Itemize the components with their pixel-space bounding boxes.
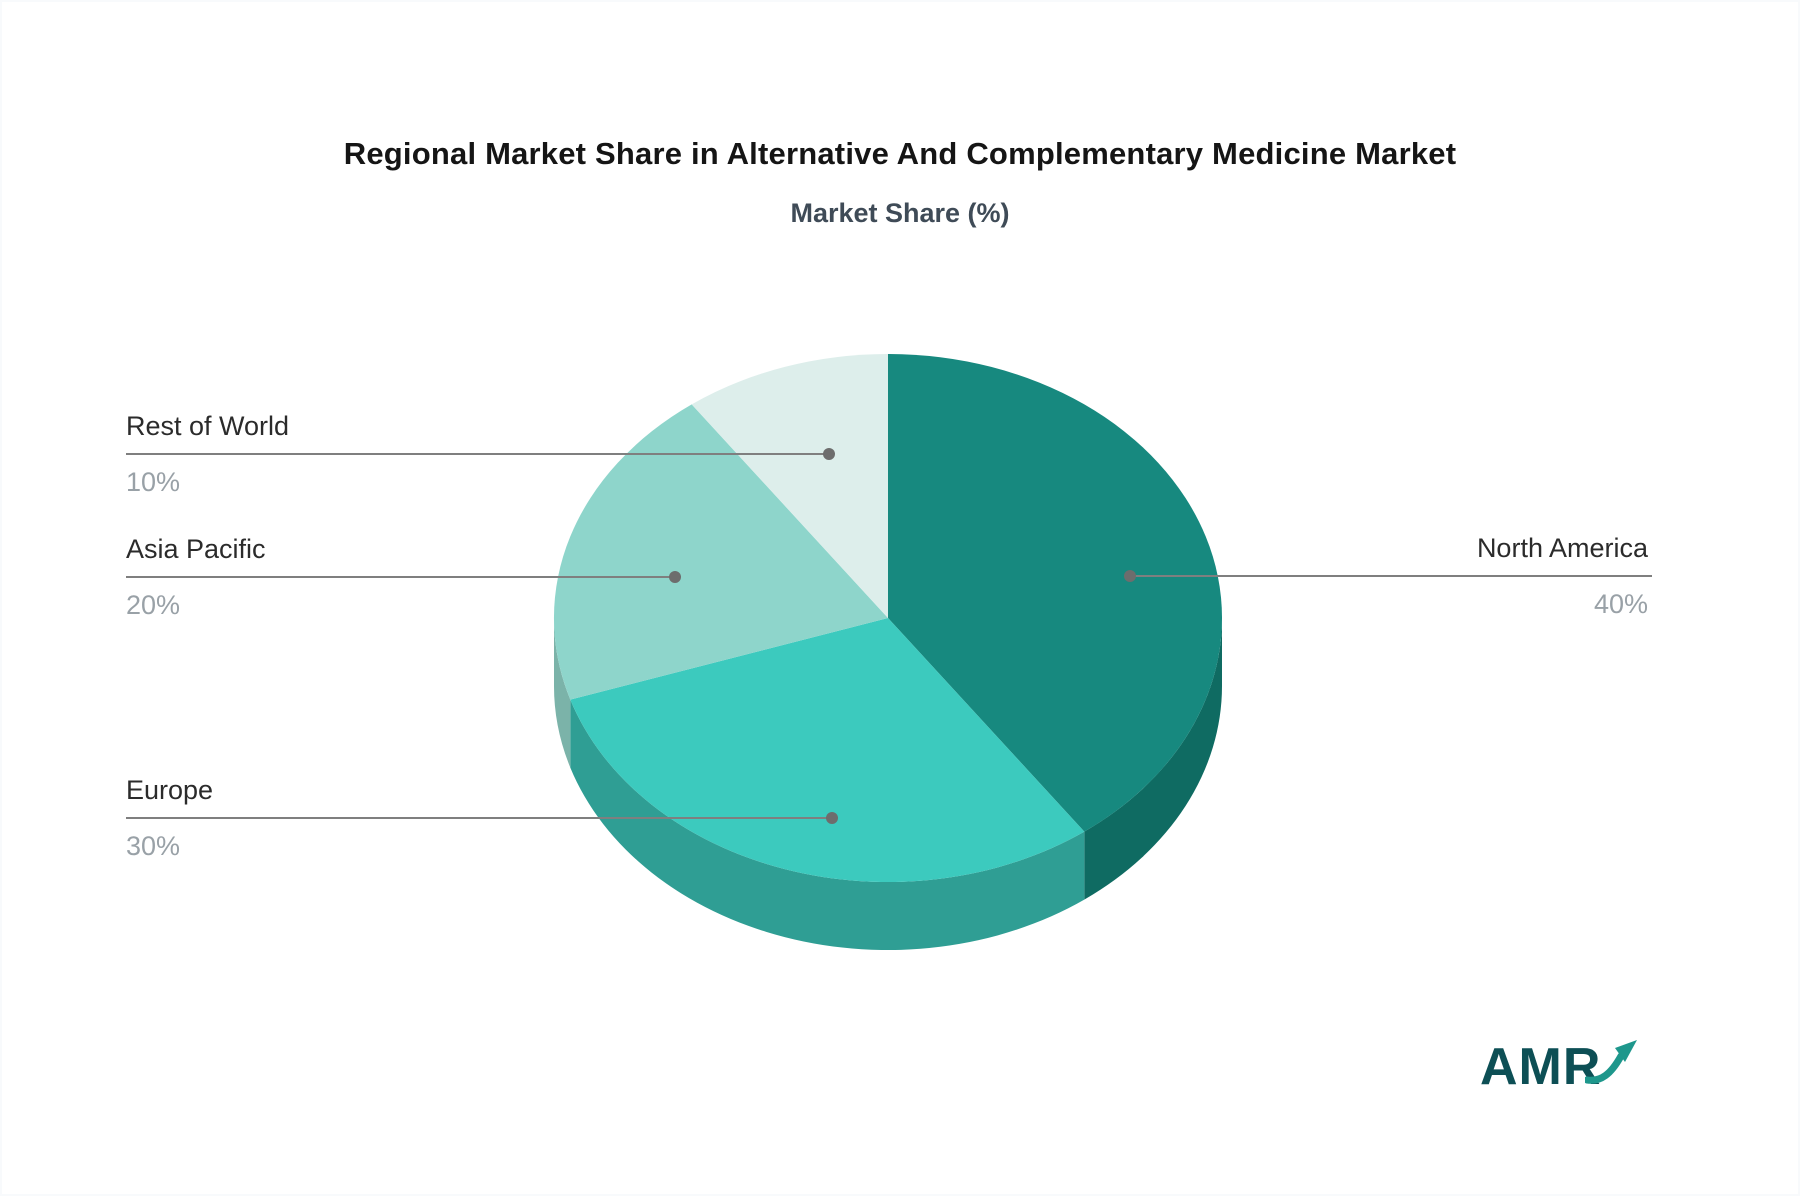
slice-label-europe: Europe [126, 775, 214, 805]
brand-logo: AMR [1480, 1032, 1670, 1102]
slice-value-rest-of-world: 10% [126, 467, 181, 497]
chart-title: Regional Market Share in Alternative And… [343, 136, 1457, 171]
leader-dot-europe [826, 812, 838, 824]
slice-value-north-america: 40% [1593, 589, 1648, 619]
brand-logo-text: AMR [1480, 1038, 1602, 1096]
pie-slice-rest-of-world[interactable] [691, 354, 888, 618]
leader-dot-rest-of-world [823, 448, 835, 460]
pie-slice-side-europe [570, 699, 1085, 951]
leader-dot-north-america [1124, 570, 1136, 582]
chart-subtitle: Market Share (%) [790, 198, 1010, 228]
pie-slice-side-asia-pacific [554, 618, 571, 768]
pie-slice-north-america[interactable] [888, 353, 1223, 832]
slice-label-rest-of-world: Rest of World [126, 411, 290, 441]
slice-label-asia-pacific: Asia Pacific [126, 534, 266, 564]
brand-logo-arrow-icon [1585, 1040, 1638, 1084]
leader-dot-asia-pacific [669, 571, 681, 583]
slice-value-europe: 30% [126, 831, 181, 861]
pie-slice-europe[interactable] [570, 618, 1085, 883]
pie-slice-side-north-america [1084, 618, 1222, 900]
pie-slice-asia-pacific[interactable] [553, 404, 888, 700]
slice-value-asia-pacific: 20% [126, 590, 181, 620]
slice-label-north-america: North America [1476, 533, 1648, 563]
